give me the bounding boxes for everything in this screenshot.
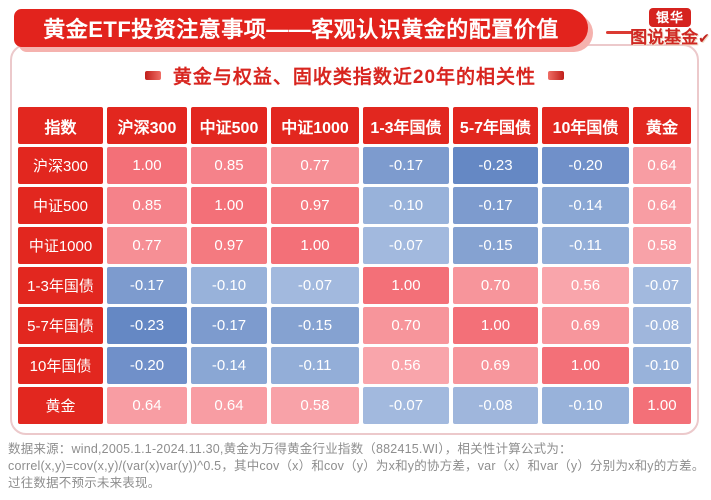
matrix-cell: 0.77 [107, 227, 187, 264]
column-header: 5-7年国债 [453, 107, 538, 144]
matrix-cell: 0.69 [542, 307, 629, 344]
matrix-cell: 0.64 [191, 387, 267, 424]
column-header: 中证1000 [271, 107, 359, 144]
subtitle-text: 黄金与权益、固收类指数近20年的相关性 [172, 67, 537, 88]
matrix-cell: 0.58 [271, 387, 359, 424]
matrix-cell: -0.14 [191, 347, 267, 384]
matrix-cell: 0.69 [453, 347, 538, 384]
column-header: 沪深300 [107, 107, 187, 144]
page-title: 黄金ETF投资注意事项——客观认识黄金的配置价值 [43, 17, 559, 42]
matrix-cell: 0.64 [107, 387, 187, 424]
matrix-cell: -0.11 [542, 227, 629, 264]
subtitle-marker-left-icon [144, 71, 161, 80]
matrix-cell: 0.70 [363, 307, 449, 344]
row-label: 10年国债 [18, 347, 103, 384]
chart-subtitle: 黄金与权益、固收类指数近20年的相关性 [10, 62, 699, 89]
row-label: 5-7年国债 [18, 307, 103, 344]
brand-logo: 银华 图说基金✔ [630, 8, 710, 46]
connector-line [606, 31, 638, 34]
matrix-cell: -0.14 [542, 187, 629, 224]
matrix-cell: -0.15 [453, 227, 538, 264]
matrix-cell: 0.85 [191, 147, 267, 184]
matrix-cell: -0.17 [191, 307, 267, 344]
matrix-cell: -0.08 [633, 307, 691, 344]
matrix-cell: 1.00 [363, 267, 449, 304]
title-banner: 黄金ETF投资注意事项——客观认识黄金的配置价值 [14, 9, 588, 47]
matrix-cell: -0.08 [453, 387, 538, 424]
checkmark-icon: ✔ [698, 30, 710, 46]
matrix-cell: -0.17 [453, 187, 538, 224]
matrix-cell: -0.23 [107, 307, 187, 344]
matrix-cell: 0.56 [363, 347, 449, 384]
matrix-cell: -0.10 [542, 387, 629, 424]
matrix-cell: -0.23 [453, 147, 538, 184]
matrix-cell: -0.17 [107, 267, 187, 304]
brand-badge: 银华 [648, 8, 691, 27]
matrix-cell: 1.00 [633, 387, 691, 424]
matrix-cell: -0.10 [191, 267, 267, 304]
matrix-cell: -0.07 [271, 267, 359, 304]
row-label: 1-3年国债 [18, 267, 103, 304]
matrix-cell: -0.07 [633, 267, 691, 304]
matrix-cell: -0.10 [363, 187, 449, 224]
matrix-cell: 0.85 [107, 187, 187, 224]
column-header: 1-3年国债 [363, 107, 449, 144]
matrix-cell: 0.77 [271, 147, 359, 184]
row-label: 中证1000 [18, 227, 103, 264]
matrix-cell: -0.20 [542, 147, 629, 184]
subtitle-marker-right-icon [548, 71, 565, 80]
matrix-cell: 1.00 [107, 147, 187, 184]
matrix-cell: 0.56 [542, 267, 629, 304]
matrix-cell: 0.64 [633, 187, 691, 224]
matrix-cell: 1.00 [542, 347, 629, 384]
matrix-cell: 1.00 [271, 227, 359, 264]
matrix-cell: 0.97 [191, 227, 267, 264]
row-label: 中证500 [18, 187, 103, 224]
matrix-cell: 0.70 [453, 267, 538, 304]
correlation-table: 指数 沪深300 中证500 中证1000 1-3年国债 5-7年国债 10年国债 黄金 沪深3… [18, 107, 691, 424]
matrix-cell: -0.20 [107, 347, 187, 384]
matrix-cell: -0.07 [363, 387, 449, 424]
row-label: 黄金 [18, 387, 103, 424]
matrix-cell: -0.17 [363, 147, 449, 184]
matrix-cell: 0.64 [633, 147, 691, 184]
matrix-cell: -0.10 [633, 347, 691, 384]
matrix-cell: -0.11 [271, 347, 359, 384]
column-header: 中证500 [191, 107, 267, 144]
matrix-cell: 1.00 [453, 307, 538, 344]
corner-header: 指数 [18, 107, 103, 144]
footer-note: 数据来源：wind,2005.1.1-2024.11.30,黄金为万得黄金行业指… [8, 442, 705, 490]
matrix-cell: 1.00 [191, 187, 267, 224]
column-header: 黄金 [633, 107, 691, 144]
matrix-cell: -0.07 [363, 227, 449, 264]
matrix-cell: -0.15 [271, 307, 359, 344]
column-header: 10年国债 [542, 107, 629, 144]
matrix-cell: 0.58 [633, 227, 691, 264]
matrix-cell: 0.97 [271, 187, 359, 224]
row-label: 沪深300 [18, 147, 103, 184]
brand-name: 图说基金✔ [630, 29, 710, 46]
brand-name-text: 图说基金 [630, 28, 699, 47]
